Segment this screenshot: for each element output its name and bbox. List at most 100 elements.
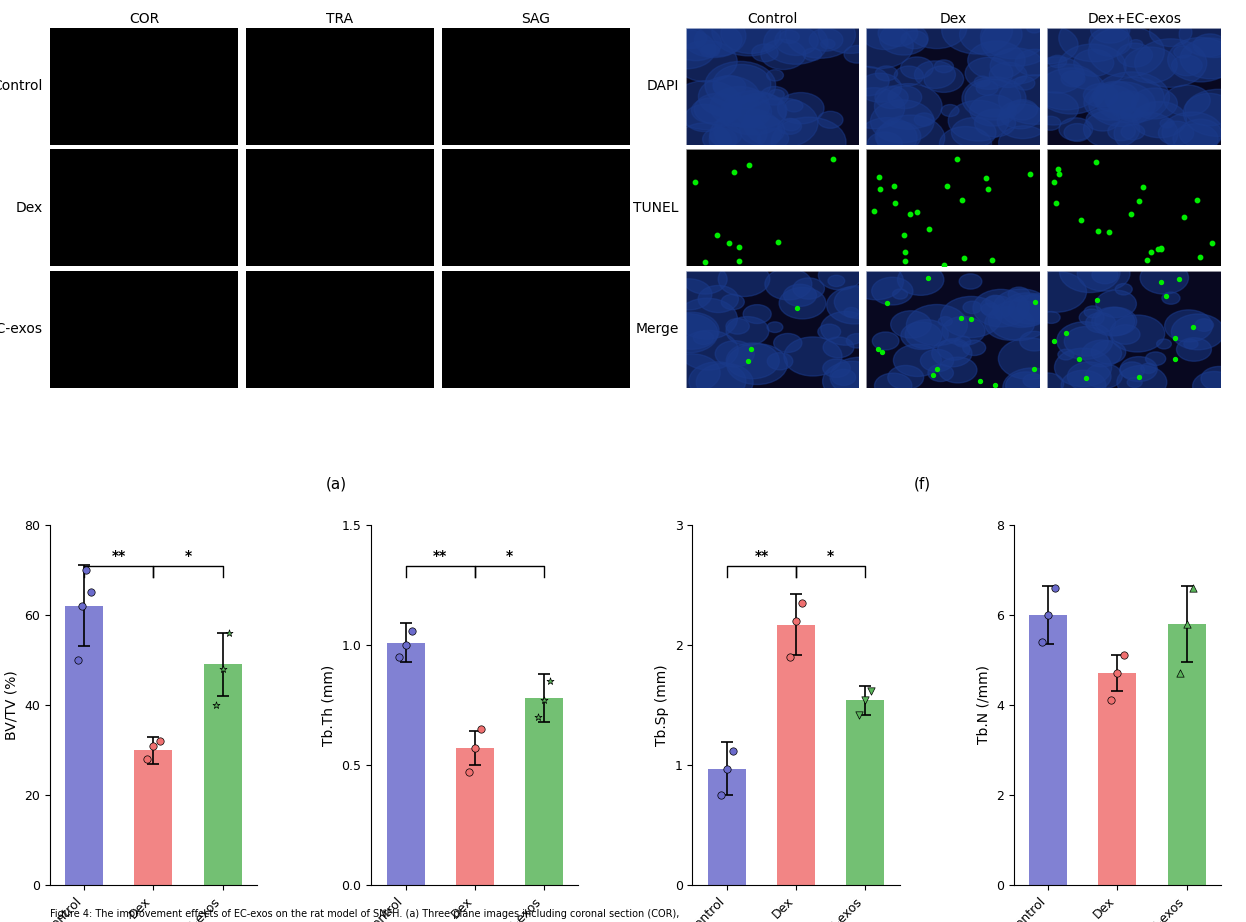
- Circle shape: [1084, 306, 1101, 318]
- Circle shape: [1192, 372, 1236, 400]
- Point: [729, 240, 749, 254]
- Circle shape: [897, 264, 944, 295]
- Point: [870, 182, 890, 196]
- Circle shape: [893, 344, 942, 376]
- Point: [896, 244, 916, 259]
- Point: [1138, 253, 1158, 267]
- Circle shape: [857, 118, 917, 158]
- Text: (f): (f): [913, 477, 931, 491]
- Circle shape: [726, 316, 769, 346]
- Circle shape: [735, 93, 786, 128]
- Circle shape: [1043, 312, 1060, 324]
- Point: [1141, 245, 1161, 260]
- Point: [1024, 295, 1044, 310]
- Circle shape: [844, 88, 905, 129]
- Circle shape: [809, 29, 844, 52]
- Circle shape: [1095, 307, 1136, 336]
- Circle shape: [1029, 92, 1078, 125]
- Circle shape: [844, 45, 871, 64]
- Point: [787, 301, 807, 315]
- Point: [1187, 193, 1207, 207]
- Circle shape: [966, 57, 1013, 89]
- Circle shape: [1168, 38, 1234, 82]
- Circle shape: [677, 298, 738, 339]
- Circle shape: [880, 22, 928, 55]
- Circle shape: [711, 6, 786, 56]
- Circle shape: [1058, 349, 1074, 360]
- Circle shape: [744, 98, 817, 148]
- Bar: [846, 700, 885, 885]
- Text: **: **: [754, 549, 769, 562]
- Circle shape: [1085, 363, 1123, 388]
- Circle shape: [959, 14, 1022, 55]
- Point: [1070, 213, 1090, 228]
- Bar: [708, 769, 746, 885]
- Point: [213, 662, 233, 677]
- Point: [72, 598, 92, 613]
- Point: [918, 271, 938, 286]
- Point: [396, 637, 416, 652]
- Circle shape: [998, 75, 1072, 124]
- Circle shape: [709, 123, 761, 158]
- Point: [459, 765, 478, 780]
- Circle shape: [1058, 44, 1126, 89]
- Bar: [1099, 673, 1136, 885]
- Circle shape: [986, 295, 1004, 308]
- Y-axis label: Dex: Dex: [16, 201, 42, 215]
- Circle shape: [822, 359, 850, 377]
- Point: [865, 204, 885, 219]
- Circle shape: [962, 77, 1025, 120]
- Circle shape: [1120, 361, 1144, 379]
- Circle shape: [1141, 363, 1156, 373]
- Circle shape: [1062, 71, 1085, 87]
- Circle shape: [726, 343, 779, 379]
- Point: [954, 251, 974, 266]
- Circle shape: [1128, 377, 1143, 387]
- Point: [1151, 242, 1171, 257]
- Point: [207, 698, 227, 713]
- Title: TRA: TRA: [326, 13, 354, 27]
- Point: [1151, 275, 1171, 290]
- Circle shape: [1059, 252, 1120, 292]
- Y-axis label: Tb.Sp (mm): Tb.Sp (mm): [655, 664, 669, 746]
- Circle shape: [875, 84, 942, 129]
- Circle shape: [1084, 85, 1136, 120]
- Circle shape: [779, 288, 826, 319]
- Text: **: **: [434, 549, 447, 562]
- Circle shape: [964, 79, 1020, 117]
- Point: [883, 179, 903, 194]
- Circle shape: [938, 357, 977, 383]
- Circle shape: [768, 352, 792, 370]
- Circle shape: [1002, 293, 1052, 326]
- Circle shape: [679, 330, 738, 370]
- Y-axis label: Tb.N (/mm): Tb.N (/mm): [977, 666, 991, 744]
- Circle shape: [1091, 266, 1118, 284]
- Circle shape: [1116, 43, 1153, 67]
- Circle shape: [1194, 34, 1227, 56]
- Circle shape: [954, 337, 971, 347]
- Circle shape: [988, 301, 1048, 340]
- Circle shape: [710, 114, 768, 152]
- Circle shape: [713, 76, 746, 98]
- Point: [716, 762, 736, 776]
- Circle shape: [907, 8, 967, 49]
- Bar: [1168, 624, 1206, 885]
- Point: [729, 254, 749, 268]
- Circle shape: [819, 10, 883, 53]
- Point: [1156, 289, 1176, 303]
- Circle shape: [1171, 314, 1225, 349]
- Point: [1099, 225, 1119, 240]
- Circle shape: [875, 373, 912, 398]
- Circle shape: [1032, 372, 1064, 395]
- Point: [1130, 194, 1150, 208]
- Text: **: **: [112, 549, 126, 562]
- Bar: [778, 624, 815, 885]
- Text: *: *: [506, 549, 513, 562]
- Point: [719, 235, 739, 250]
- Circle shape: [824, 337, 854, 358]
- Circle shape: [1172, 124, 1219, 154]
- Point: [535, 692, 554, 707]
- Circle shape: [726, 344, 787, 384]
- Circle shape: [1059, 118, 1093, 140]
- Circle shape: [1160, 119, 1174, 128]
